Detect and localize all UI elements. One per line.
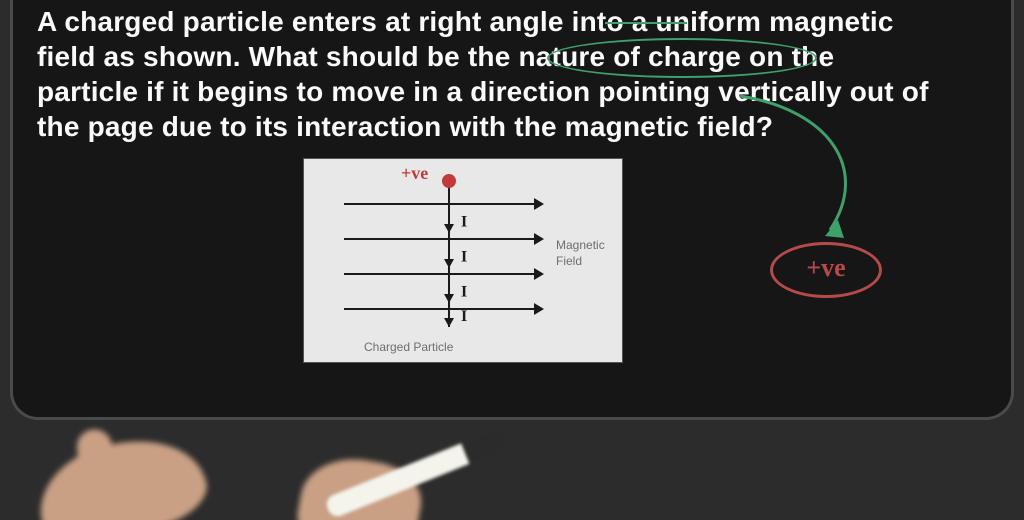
diagram-svg: IIII+veMagneticFieldCharged Particle	[304, 159, 624, 364]
svg-text:I: I	[461, 308, 467, 325]
svg-text:I: I	[461, 284, 467, 301]
q-line2a: field as shown. What should be the	[37, 41, 518, 72]
q-line4: the page due to its interaction with the…	[37, 111, 773, 142]
svg-text:I: I	[461, 214, 467, 231]
annotation-ellipse-charge	[547, 38, 817, 78]
q-line3: particle if it begins to move in a direc…	[37, 76, 929, 107]
annotation-strike-into-a	[605, 22, 687, 24]
svg-text:Magnetic: Magnetic	[556, 238, 605, 252]
diagram-panel: IIII+veMagneticFieldCharged Particle	[303, 158, 623, 363]
svg-text:Field: Field	[556, 254, 582, 268]
svg-text:Charged Particle: Charged Particle	[364, 340, 454, 354]
answer-bubble: +ve	[770, 242, 882, 298]
answer-text: +ve	[806, 253, 845, 283]
blackboard: A charged particle enters at right angle…	[10, 0, 1014, 420]
q-line1a: A charged particle enters at right angle	[37, 6, 572, 37]
svg-text:I: I	[461, 249, 467, 266]
question-text: A charged particle enters at right angle…	[37, 4, 987, 144]
presenter-hand-left	[25, 417, 215, 520]
svg-text:+ve: +ve	[401, 163, 428, 183]
